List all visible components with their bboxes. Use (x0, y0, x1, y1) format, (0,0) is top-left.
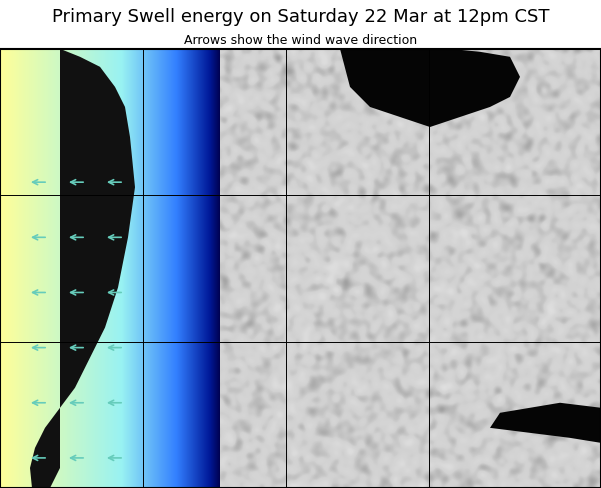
Polygon shape (30, 49, 135, 488)
Text: Primary Swell energy on Saturday 22 Mar at 12pm CST: Primary Swell energy on Saturday 22 Mar … (52, 8, 549, 26)
Polygon shape (340, 49, 520, 127)
Polygon shape (490, 403, 601, 443)
Text: Arrows show the wind wave direction: Arrows show the wind wave direction (184, 34, 417, 46)
